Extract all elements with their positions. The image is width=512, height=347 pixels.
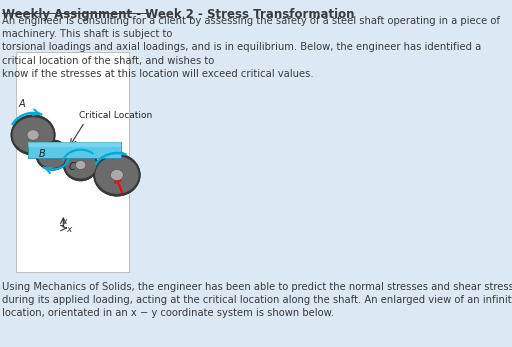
Text: x: x: [67, 225, 72, 234]
Text: Critical Location: Critical Location: [79, 111, 152, 120]
Ellipse shape: [65, 151, 97, 179]
Text: Weekly Assignment - Week 2 - Stress Transformation: Weekly Assignment - Week 2 - Stress Tran…: [2, 8, 354, 21]
Ellipse shape: [36, 140, 69, 170]
Text: B: B: [38, 149, 45, 159]
Bar: [28, 142, 121, 158]
Text: Using Mechanics of Solids, the engineer has been able to predict the normal stre: Using Mechanics of Solids, the engineer …: [2, 282, 512, 319]
Ellipse shape: [63, 149, 98, 181]
FancyBboxPatch shape: [16, 52, 129, 272]
Ellipse shape: [12, 117, 54, 153]
Text: C: C: [69, 162, 75, 172]
Ellipse shape: [94, 154, 140, 196]
Bar: [28, 142, 121, 147]
Ellipse shape: [27, 130, 39, 140]
Text: A: A: [18, 99, 25, 109]
Ellipse shape: [111, 169, 123, 180]
Ellipse shape: [37, 142, 68, 168]
Text: y: y: [61, 217, 67, 226]
Ellipse shape: [95, 156, 139, 194]
Ellipse shape: [75, 160, 86, 170]
Ellipse shape: [48, 151, 57, 159]
Text: An engineer is consulting for a client by assessing the safety of a steel shaft : An engineer is consulting for a client b…: [2, 16, 500, 79]
Ellipse shape: [11, 115, 55, 155]
